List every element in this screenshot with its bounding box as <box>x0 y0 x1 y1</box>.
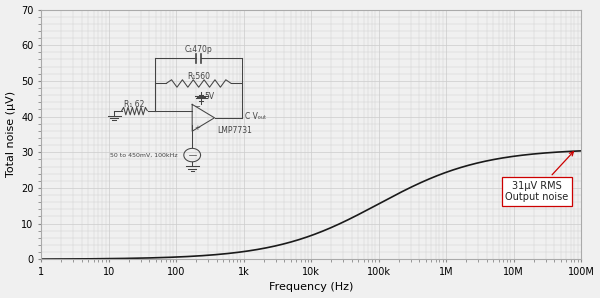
Text: R₁ 62: R₁ 62 <box>124 100 145 109</box>
Text: −: − <box>194 104 200 110</box>
Text: LMP7731: LMP7731 <box>217 126 252 135</box>
Text: R₁560: R₁560 <box>187 72 210 81</box>
Text: +: + <box>194 125 200 131</box>
Text: C₁470p: C₁470p <box>185 45 212 54</box>
Text: 5V: 5V <box>204 92 214 101</box>
Y-axis label: Total noise (μV): Total noise (μV) <box>5 91 16 178</box>
Text: 50 to 450mV, 100kHz: 50 to 450mV, 100kHz <box>110 153 178 158</box>
X-axis label: Frequency (Hz): Frequency (Hz) <box>269 283 353 292</box>
Text: C Vₒᵤₜ: C Vₒᵤₜ <box>245 112 266 121</box>
Text: 31μV RMS
Output noise: 31μV RMS Output noise <box>505 152 574 202</box>
